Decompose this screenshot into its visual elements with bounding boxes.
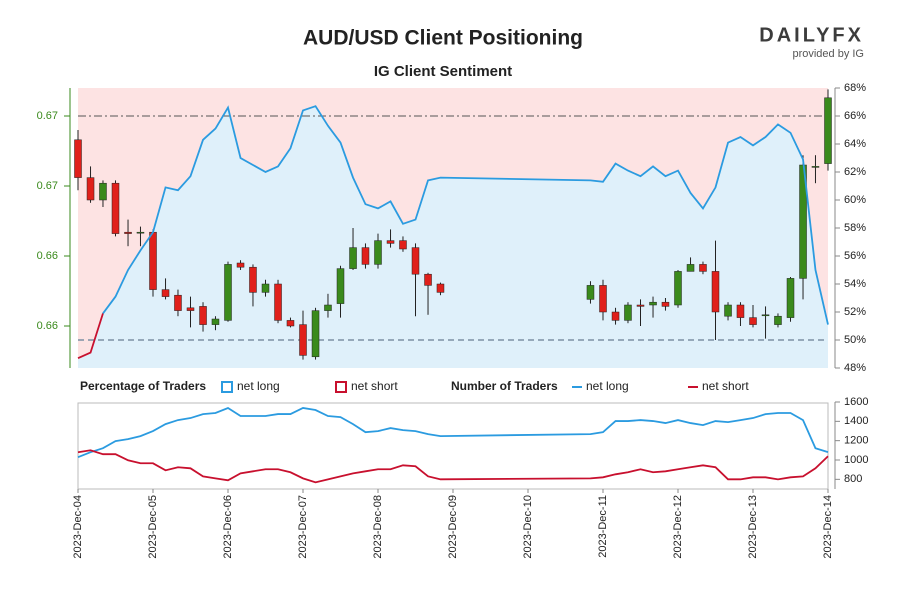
y2-tick-label: 54% (844, 278, 866, 290)
series-line (77, 449, 829, 484)
candle-body (186, 307, 195, 311)
candle-body (349, 247, 357, 269)
candle-body (711, 271, 720, 313)
candle-body (761, 314, 770, 317)
x-tick-label: 2023-Dec-08 (372, 495, 384, 559)
legend-title: Percentage of Traders (80, 379, 206, 393)
y2-tick-label: 52% (844, 306, 866, 318)
chart-title: AUD/USD Client Positioning (303, 27, 583, 50)
candle-body (824, 97, 832, 164)
lower-panel-frame (77, 402, 829, 490)
x-tick-label: 2023-Dec-06 (222, 495, 234, 559)
candle-body (86, 177, 95, 201)
x-tick-label: 2023-Dec-12 (672, 495, 684, 559)
candle-body (286, 320, 295, 327)
candle-body (661, 301, 670, 307)
y2-tick-label: 64% (844, 138, 866, 150)
y2-tick-label: 60% (844, 194, 866, 206)
y2-tick-label: 50% (844, 334, 866, 346)
y-tick-label: 0.67 (37, 180, 58, 192)
candle-body (386, 240, 395, 244)
y2-tick-label: 48% (844, 362, 866, 374)
candle-body (211, 318, 220, 325)
y-tick-label: 1200 (844, 435, 868, 447)
candle-body (224, 264, 232, 321)
candle-body (361, 247, 370, 265)
legend-label: net short (351, 379, 398, 393)
candle-body (374, 240, 382, 265)
y2-tick-label: 66% (844, 110, 866, 122)
x-tick-label: 2023-Dec-07 (297, 495, 309, 559)
x-tick-label: 2023-Dec-05 (147, 495, 159, 559)
candle-body (324, 304, 332, 311)
candle-body (811, 166, 820, 168)
candle-body (99, 182, 107, 201)
candle-body (699, 264, 707, 272)
legend-label: net short (702, 379, 749, 393)
candle-body (674, 271, 682, 306)
candle-body (786, 278, 795, 318)
logo-brand: DAILYFX (759, 24, 864, 46)
y2-tick-label: 62% (844, 166, 866, 178)
y-tick-label: 0.67 (37, 110, 58, 122)
y-tick-label: 0.66 (37, 320, 58, 332)
candle-body (261, 283, 270, 293)
candle-body (599, 285, 607, 313)
candle-body (249, 266, 257, 293)
candle-body (111, 182, 120, 234)
candle-body (724, 304, 732, 317)
y-tick-label: 1000 (844, 454, 868, 466)
candle-body (236, 262, 245, 268)
candle-body (299, 324, 307, 356)
x-tick-label: 2023-Dec-04 (72, 495, 84, 559)
series-line (77, 406, 829, 459)
candle-body (274, 283, 282, 321)
candle-body (686, 264, 695, 272)
candle-body (411, 247, 420, 275)
y2-tick-label: 58% (844, 222, 866, 234)
candle-body (399, 240, 407, 250)
candle-body (436, 283, 445, 293)
candle-body (311, 310, 320, 358)
candle-body (611, 311, 620, 321)
chart-subtitle: IG Client Sentiment (374, 63, 512, 80)
x-tick-label: 2023-Dec-10 (522, 495, 534, 559)
x-tick-label: 2023-Dec-11 (597, 495, 609, 558)
x-tick-label: 2023-Dec-13 (747, 495, 759, 559)
candle-body (636, 304, 645, 307)
legend-label: net long (586, 379, 629, 393)
candle-body (624, 304, 632, 321)
candle-body (586, 285, 595, 300)
legend-swatch (221, 381, 233, 393)
candle-body (149, 231, 157, 290)
legend-title: Number of Traders (451, 379, 558, 393)
candle-body (199, 306, 207, 325)
legend-swatch (335, 381, 347, 393)
x-tick-label: 2023-Dec-14 (822, 495, 834, 559)
candle-body (336, 268, 345, 304)
candle-body (649, 301, 657, 306)
sentiment-line (102, 105, 829, 325)
legend-label: net long (237, 379, 280, 393)
y-tick-label: 800 (844, 473, 862, 485)
y-tick-label: 1600 (844, 396, 868, 408)
candle-body (124, 231, 132, 234)
candle-body (74, 139, 82, 178)
y2-tick-label: 56% (844, 250, 866, 262)
candle-body (161, 289, 170, 297)
x-tick-label: 2023-Dec-09 (447, 495, 459, 559)
candle-body (774, 315, 782, 325)
logo-provided: provided by IG (792, 48, 864, 60)
net-short-area (78, 88, 828, 359)
candle-body (424, 273, 432, 286)
candle-body (749, 317, 757, 325)
y-tick-label: 0.66 (37, 250, 58, 262)
sentiment-line (77, 313, 104, 360)
candle-body (174, 294, 182, 311)
candle-body (136, 231, 145, 234)
y2-tick-label: 68% (844, 82, 866, 94)
y-tick-label: 1400 (844, 415, 868, 427)
candle-body (736, 304, 745, 318)
